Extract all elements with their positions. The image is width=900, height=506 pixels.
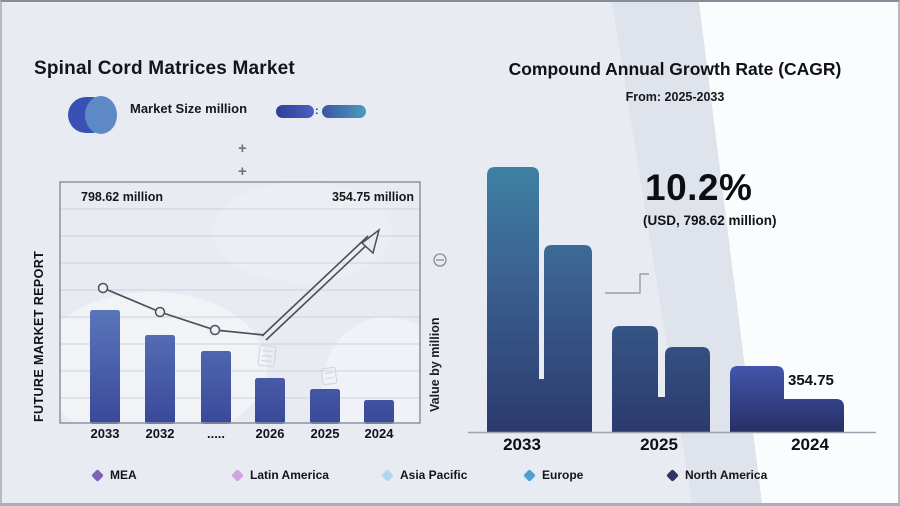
left-chart [59,181,447,424]
bar-group-2024 [730,366,844,432]
legend-item-north-america: North America [666,468,768,482]
europe-marker-icon [523,468,536,482]
asia-pacific-marker-icon [381,468,394,482]
right-chart-title: Compound Annual Growth Rate (CAGR) [508,59,842,79]
market-size-cylinder-icon [68,96,117,134]
ratio-pill-icons [276,105,366,118]
step-decor-line [605,273,649,294]
zoom-out-icon [433,253,447,267]
legend-label: Europe [542,468,584,482]
growth-arrow [261,228,381,341]
left-chart-trend-line [97,282,265,336]
latin-america-marker-icon [231,468,244,482]
legend-item-asia-pacific: Asia Pacific [381,468,468,482]
left-chart-bars [90,310,394,424]
value-by-million-axis-label: Value by million [428,317,442,412]
plus-mark-1: + [238,140,247,157]
left-xtick-2032: 2032 [145,426,175,441]
end-value-annotation: 354.75 million [332,190,414,204]
left-xtick-2025: 2025 [310,426,340,441]
right-chart-subtitle: From: 2025-2033 [625,90,725,104]
bar-group-2033 [487,167,592,432]
left-chart-title: Spinal Cord Matrices Market [34,58,295,79]
ghost-list-icons [257,344,338,386]
bar-group-2025 [612,326,710,432]
right-xtick-2025: 2025 [640,435,678,454]
cagr-detail: (USD, 798.62 million) [643,213,777,228]
legend-label: North America [685,468,768,482]
right-xtick-2024: 2024 [791,435,829,454]
cagr-percent: 10.2% [645,167,753,208]
north-america-marker-icon [666,468,679,482]
left-xtick-ellipsis: ..... [206,426,226,441]
future-market-report-label: FUTURE MARKET REPORT [32,250,46,422]
legend-label: Asia Pacific [400,468,468,482]
left-xtick-2033: 2033 [90,426,120,441]
right-chart [468,167,876,434]
right-chart-354-value: 354.75 [788,372,834,389]
legend-item-europe: Europe [523,468,584,482]
legend-label: MEA [110,468,137,482]
legend-item-mea: MEA [91,468,137,482]
left-xtick-2026: 2026 [255,426,285,441]
plus-mark-2: + [238,163,247,180]
left-chart-border [59,181,421,424]
ratio-separator: : [315,105,319,117]
mea-marker-icon [91,468,104,482]
start-value-annotation: 798.62 million [81,190,163,204]
right-xtick-2033: 2033 [503,435,541,454]
market-size-label: Market Size million [130,101,248,116]
legend-label: Latin America [250,468,329,482]
legend-item-latin-america: Latin America [231,468,329,482]
left-xtick-2024: 2024 [364,426,394,441]
